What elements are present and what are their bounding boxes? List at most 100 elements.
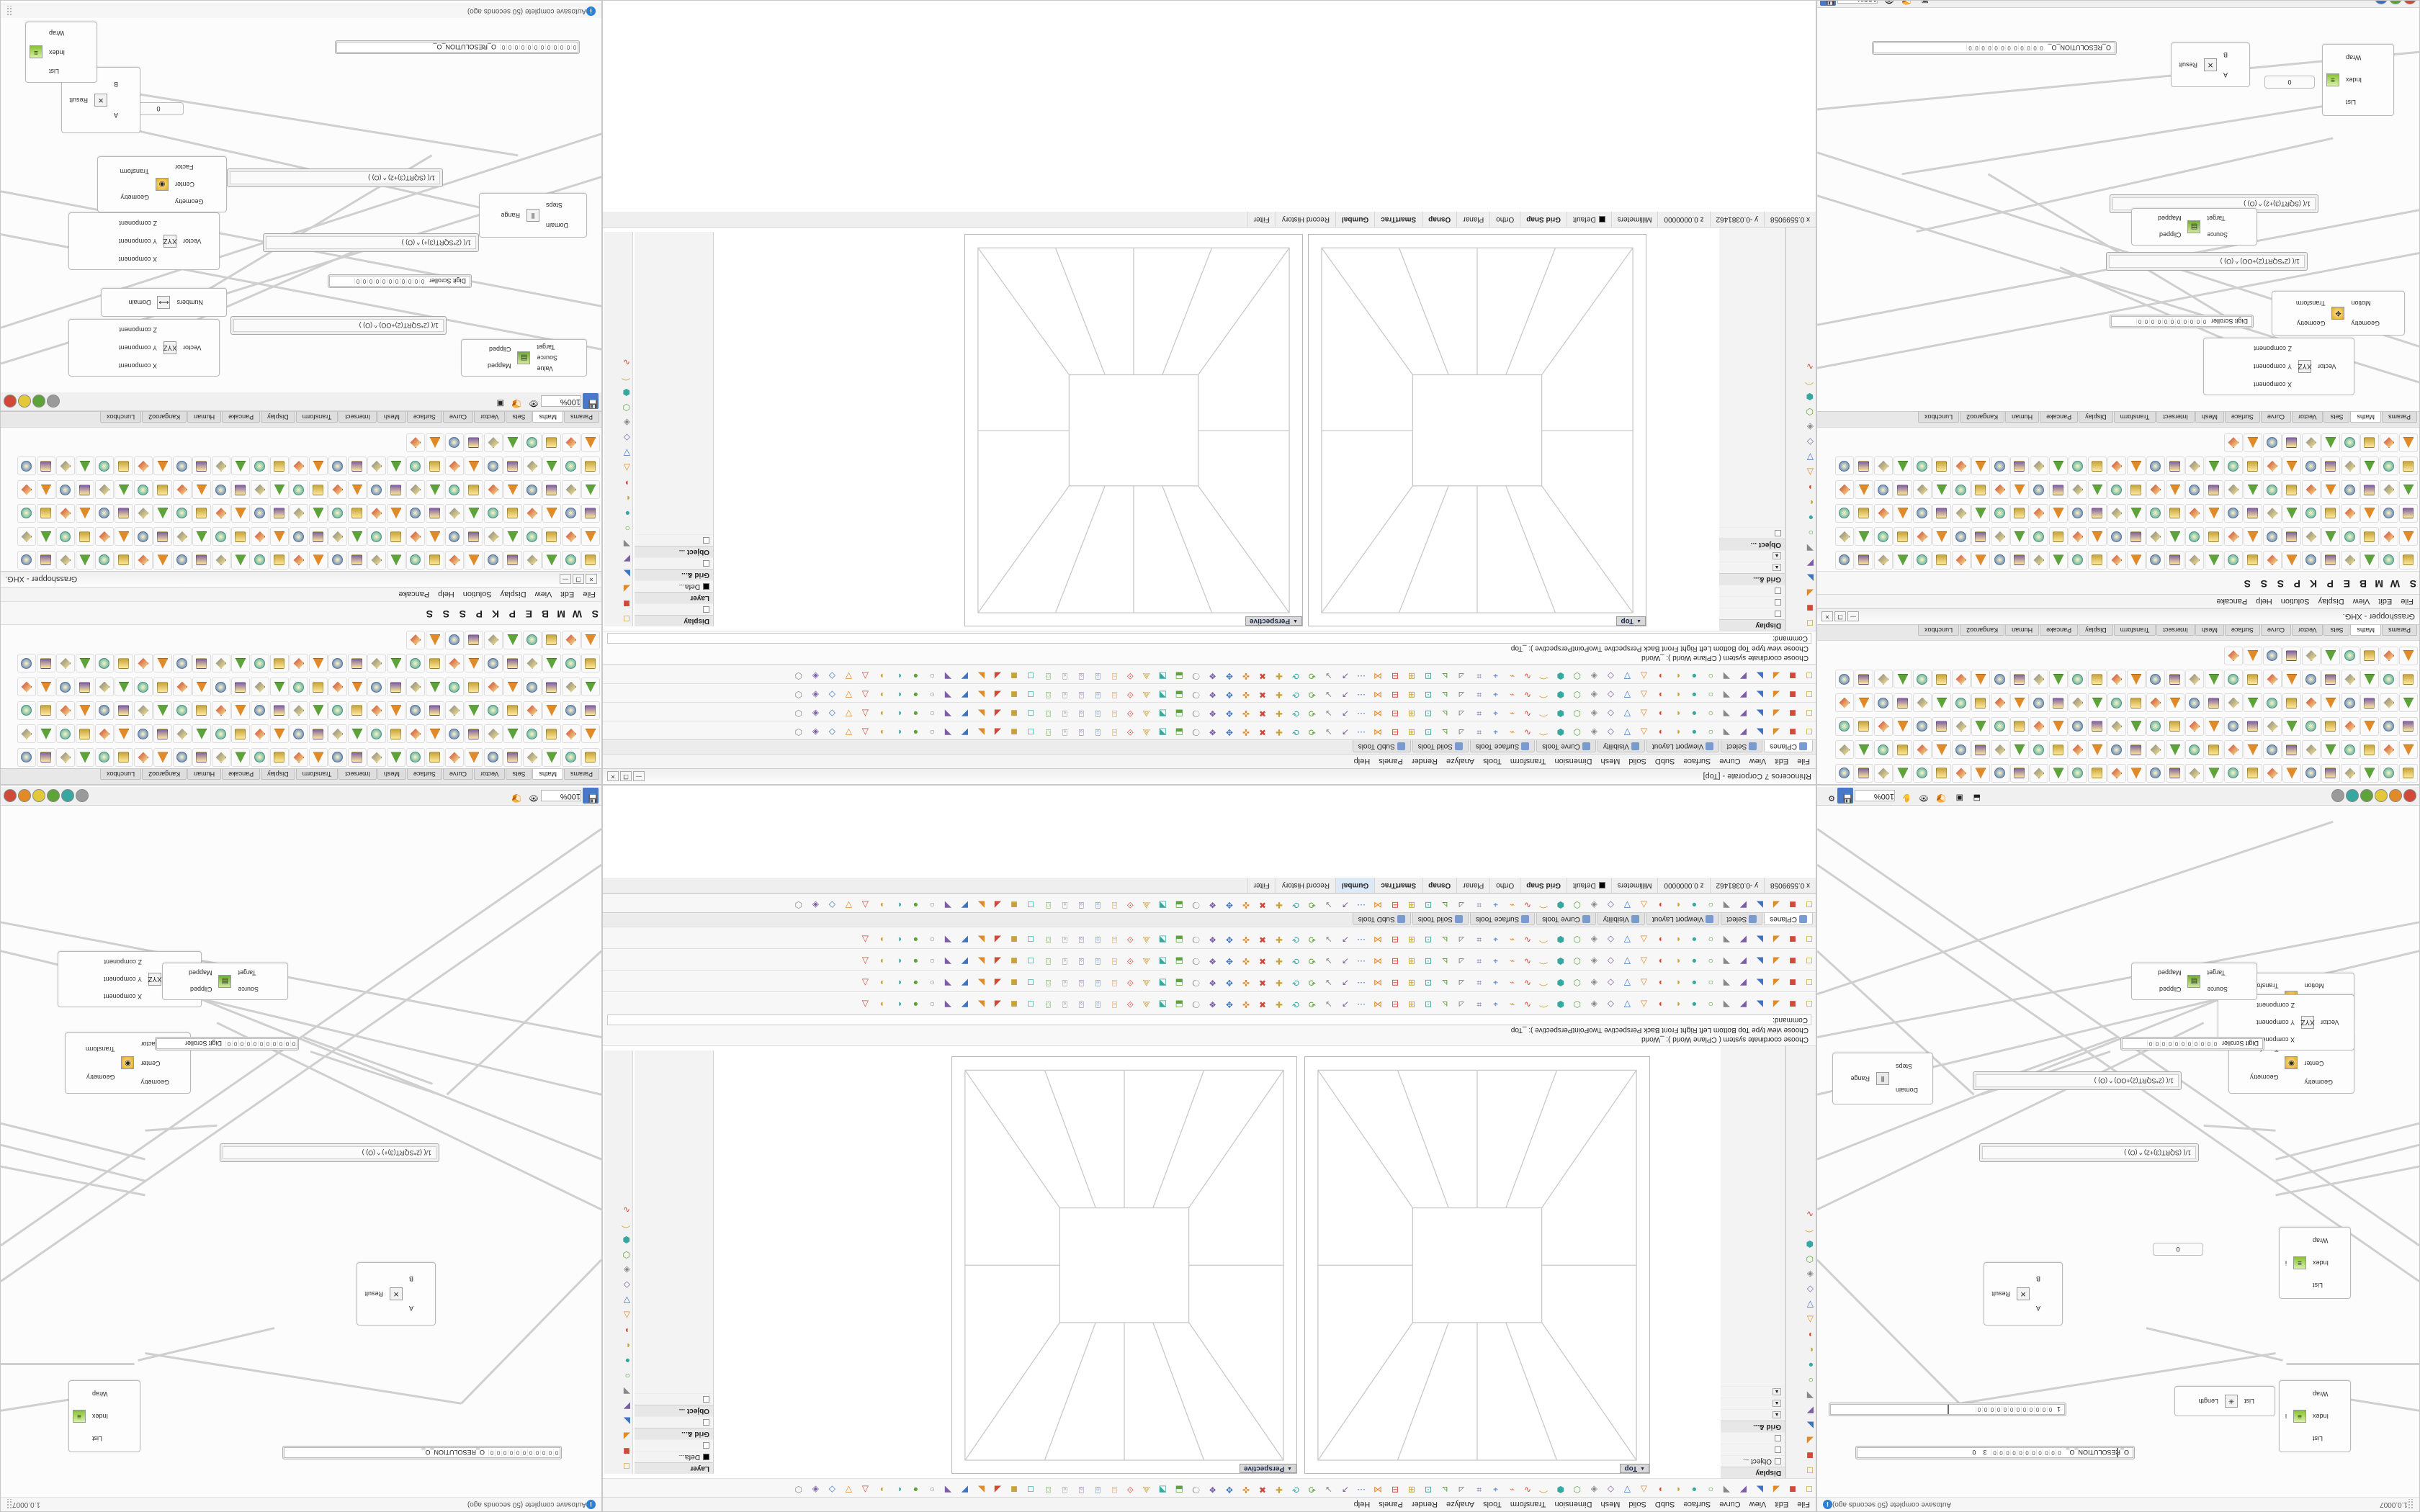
menu-help[interactable]: Help bbox=[1353, 1500, 1371, 1509]
palette-component-icon[interactable] bbox=[17, 456, 36, 476]
palette-component-icon[interactable] bbox=[406, 551, 425, 570]
palette-component-icon[interactable] bbox=[2244, 764, 2262, 783]
port-list[interactable]: List bbox=[92, 1435, 103, 1443]
gh-letter-icon[interactable]: B bbox=[2359, 578, 2367, 590]
palette-component-icon[interactable] bbox=[56, 701, 75, 720]
panel-row[interactable] bbox=[1721, 1432, 1785, 1444]
palette-component-icon[interactable] bbox=[1932, 693, 1951, 713]
toolbar-icon[interactable]: ◣ bbox=[977, 935, 985, 945]
palette-component-icon[interactable] bbox=[1894, 551, 1912, 570]
gh-tab-intersect[interactable]: Intersect bbox=[2156, 625, 2195, 636]
toolbar-icon[interactable]: ● bbox=[624, 1356, 630, 1366]
toolbar-icon[interactable]: ◢ bbox=[1773, 690, 1780, 701]
palette-component-icon[interactable] bbox=[37, 748, 55, 767]
toolbar-icon[interactable]: ∿ bbox=[1523, 690, 1531, 701]
toolbar-icon[interactable]: ⌸ bbox=[1111, 690, 1117, 701]
toolbar-icon[interactable]: ↘ bbox=[1325, 1485, 1332, 1495]
toolbar-icon[interactable]: ◤ bbox=[1739, 978, 1747, 989]
toolbar-icon[interactable]: ◤ bbox=[1739, 900, 1747, 911]
port-range[interactable]: Range bbox=[501, 212, 520, 219]
toolbar-icon[interactable]: ◣ bbox=[1756, 708, 1763, 719]
gh-expression-text[interactable]: 1/( (2*SQRT(3)+) ^ (O) ) bbox=[223, 1146, 436, 1159]
panel-row[interactable]: ▲ bbox=[1719, 550, 1785, 562]
palette-component-icon[interactable] bbox=[2088, 527, 2107, 546]
gh-menubar-br[interactable]: File Edit View Display Solution Help Pancake bbox=[1, 587, 601, 601]
toolbar-icon[interactable]: ✖ bbox=[1258, 690, 1266, 701]
palette-component-icon[interactable] bbox=[290, 551, 308, 570]
toolbar-icon[interactable]: ✜ bbox=[1242, 999, 1250, 1010]
palette-component-icon[interactable] bbox=[2341, 716, 2360, 736]
toolbar-icon[interactable]: ✖ bbox=[1258, 935, 1266, 945]
gh-tab-transform[interactable]: Transform bbox=[295, 412, 339, 423]
toolbar-icon[interactable]: ○ bbox=[1708, 999, 1713, 1010]
gh-component-deconstruct-vector-br2[interactable]: Vector XYZ X component Y component Z com… bbox=[68, 212, 220, 270]
palette-component-icon[interactable] bbox=[290, 678, 308, 697]
toolbar-icon[interactable]: ● bbox=[1691, 671, 1697, 682]
palette-component-icon[interactable] bbox=[562, 630, 581, 649]
palette-component-icon[interactable] bbox=[309, 480, 328, 500]
toolbar-icon[interactable]: ○ bbox=[624, 523, 630, 534]
gh-tab-lunchbox[interactable]: Lunchbox bbox=[100, 412, 142, 423]
palette-component-icon[interactable] bbox=[445, 480, 464, 500]
palette-component-icon[interactable] bbox=[1855, 551, 1873, 570]
toolbar-icon[interactable]: △ bbox=[1640, 956, 1647, 967]
toolbar-icon[interactable]: ◢ bbox=[1806, 588, 1814, 598]
toolbar-icon[interactable]: ⌼ bbox=[1045, 690, 1051, 701]
gh-component-list-item-tr[interactable]: List Index Wrap ≡ bbox=[68, 1380, 140, 1452]
palette-component-icon[interactable] bbox=[2107, 693, 2126, 713]
toolbar-icon[interactable]: ✖ bbox=[1258, 1485, 1266, 1495]
port-geometry-out[interactable]: Geometry bbox=[2296, 320, 2326, 327]
swatch-yellow-icon[interactable] bbox=[18, 395, 31, 408]
palette-component-icon[interactable] bbox=[309, 701, 328, 720]
toolbar-icon[interactable]: ❍ bbox=[1192, 999, 1200, 1010]
rhino-right-rail-bottom[interactable]: ◻ ◼ ◢ ◣ ◤ ◥ ○ ● ◐ ◑ △ ▽ ◇ ◈ ⬡ ⬢ ⌒ ∿ bbox=[604, 232, 633, 626]
palette-component-icon[interactable] bbox=[231, 551, 250, 570]
toolbar-icon[interactable]: ⬡ bbox=[1573, 935, 1581, 945]
palette-component-icon[interactable] bbox=[2321, 646, 2340, 665]
toolbar-icon[interactable]: ⋈ bbox=[1373, 999, 1382, 1010]
toolbar-icon[interactable]: ⟳ bbox=[1291, 708, 1299, 719]
group-icon[interactable]: ▣ bbox=[496, 399, 504, 408]
toolbar-icon[interactable]: ◇ bbox=[828, 690, 835, 701]
palette-component-icon[interactable] bbox=[56, 551, 75, 570]
menu-transform[interactable]: Transform bbox=[1510, 757, 1546, 766]
palette-component-icon[interactable] bbox=[523, 701, 542, 720]
toolbar-icon[interactable]: ✥ bbox=[1225, 935, 1233, 945]
toolbar-icon[interactable]: ❖ bbox=[1209, 727, 1216, 738]
port-vector[interactable]: Vector bbox=[183, 238, 202, 245]
swatch-grey-icon[interactable] bbox=[47, 395, 60, 408]
menu-file[interactable]: File bbox=[1797, 757, 1810, 766]
toolbar-icon[interactable]: ◑ bbox=[879, 999, 885, 1010]
palette-component-icon[interactable] bbox=[153, 503, 172, 523]
palette-component-icon[interactable] bbox=[2010, 480, 2029, 500]
gh-tab-display[interactable]: Display bbox=[2079, 625, 2113, 636]
palette-component-icon[interactable] bbox=[1835, 716, 1854, 736]
palette-component-icon[interactable] bbox=[2263, 764, 2282, 783]
toolbar-icon[interactable]: ⊿ bbox=[1457, 727, 1465, 738]
bake-icon[interactable]: 🍞 bbox=[1901, 0, 1912, 5]
palette-component-icon[interactable] bbox=[2360, 693, 2379, 713]
palette-component-icon[interactable] bbox=[2380, 503, 2398, 523]
toolbar-icon[interactable]: ◥ bbox=[1723, 999, 1730, 1010]
port-wrap[interactable]: Wrap bbox=[92, 1390, 108, 1398]
palette-component-icon[interactable] bbox=[503, 701, 522, 720]
palette-component-icon[interactable] bbox=[2321, 527, 2340, 546]
gh-tab-curve[interactable]: Curve bbox=[2260, 412, 2291, 423]
toolbar-icon[interactable]: ◤ bbox=[961, 935, 968, 945]
palette-component-icon[interactable] bbox=[484, 480, 503, 500]
toolbar-icon[interactable]: ◻ bbox=[1806, 900, 1813, 911]
toolbar-icon[interactable]: ◣ bbox=[977, 900, 985, 911]
palette-component-icon[interactable] bbox=[2127, 716, 2146, 736]
toolbar-icon[interactable]: ◼ bbox=[1010, 1485, 1018, 1495]
toolbar-icon[interactable]: ▽ bbox=[845, 1485, 852, 1495]
toolbar-icon[interactable]: ⟲ bbox=[1308, 671, 1316, 682]
toolbar-icon[interactable]: △ bbox=[623, 1310, 630, 1320]
palette-component-icon[interactable] bbox=[192, 748, 211, 767]
toolbar-icon[interactable]: ⬢ bbox=[1556, 727, 1564, 738]
palette-component-icon[interactable] bbox=[348, 748, 367, 767]
palette-component-icon[interactable] bbox=[2127, 456, 2146, 476]
